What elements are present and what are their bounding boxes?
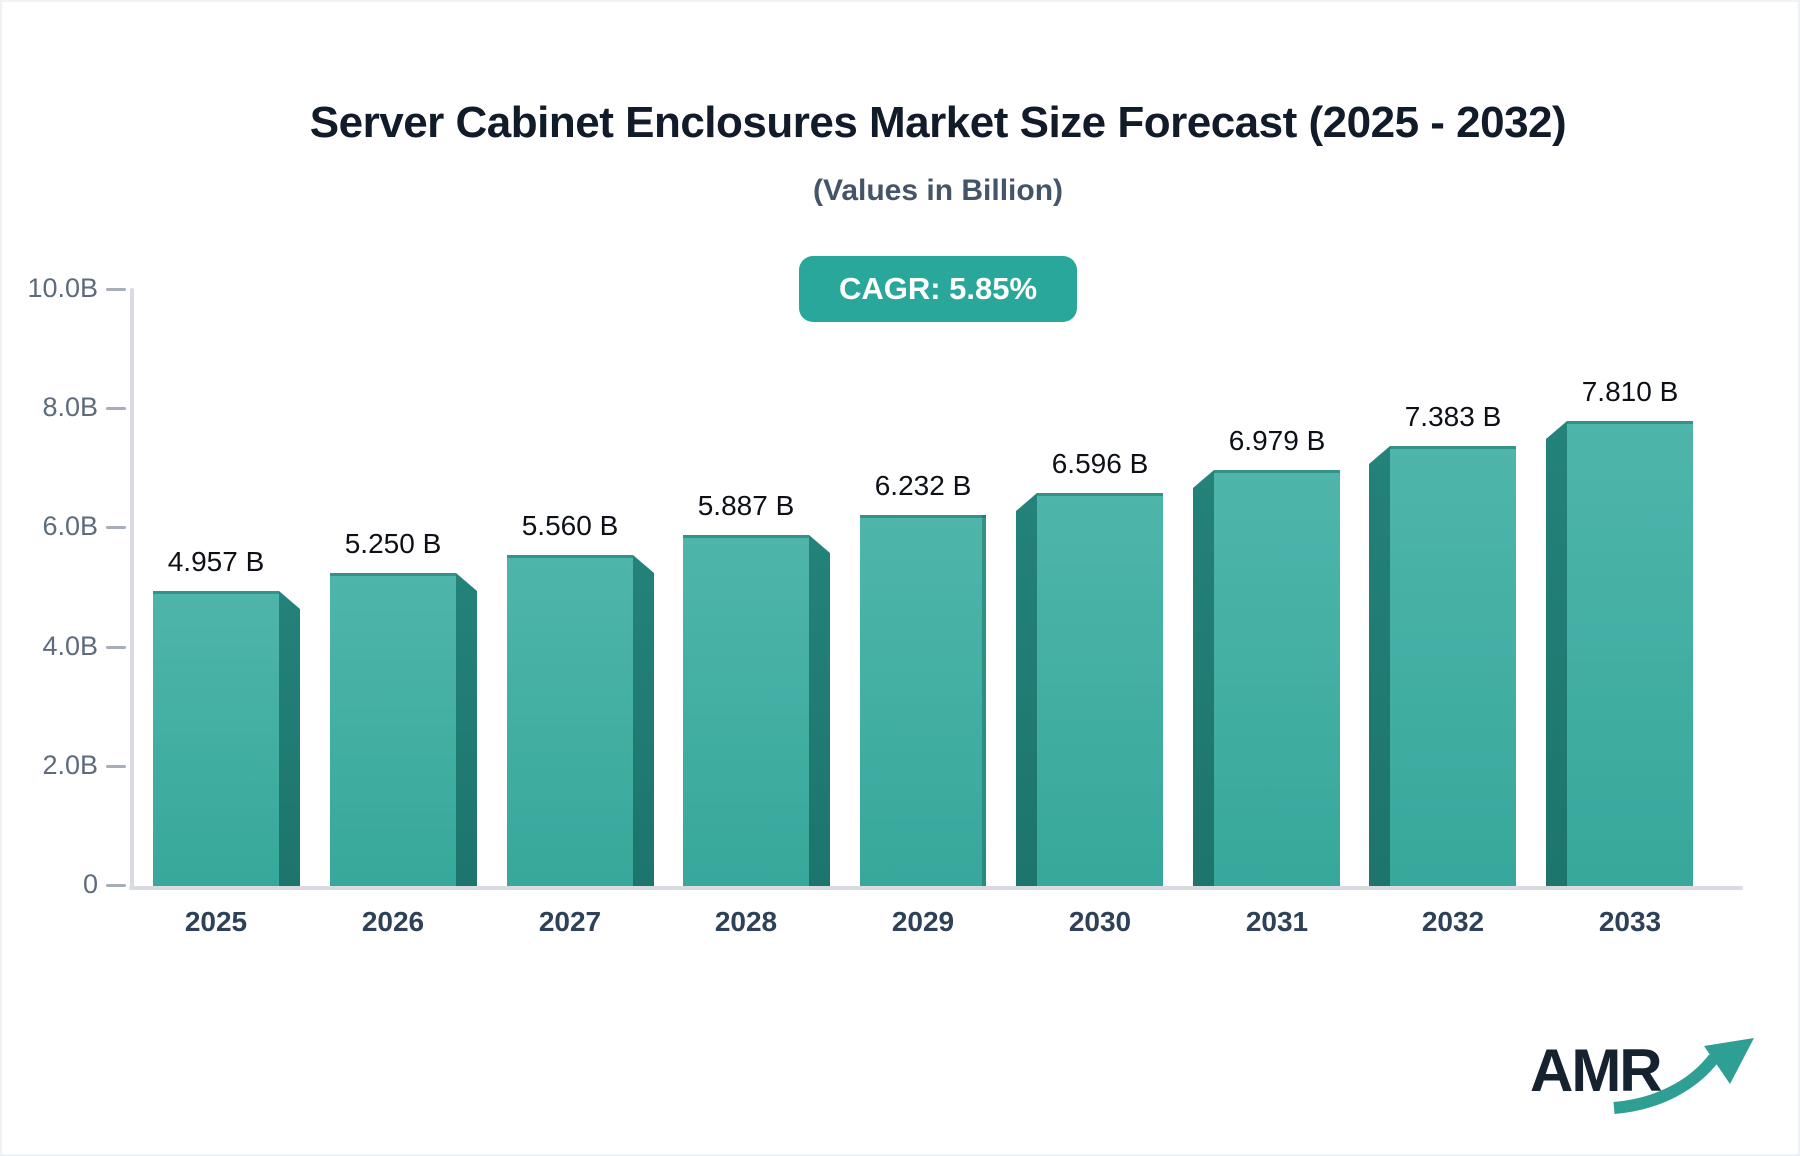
y-tick-label: 0 — [82, 869, 98, 899]
y-tick-label: 2.0B — [42, 749, 98, 780]
bar-side-face — [1369, 446, 1390, 886]
x-tick-label: 2025 — [184, 906, 248, 937]
bar-side-face — [1193, 470, 1214, 886]
bar-side-face — [1546, 421, 1567, 886]
x-tick-label: 2032 — [1421, 906, 1485, 937]
bar-value-label: 4.957 B — [167, 546, 265, 577]
x-tick-label: 2033 — [1598, 906, 1662, 937]
chart-subtitle: (Values in Billion) — [812, 174, 1064, 207]
amr-logo-text: AMR — [1530, 1037, 1663, 1104]
x-tick-label: 2031 — [1245, 906, 1309, 937]
y-tick-label: 10.0B — [27, 273, 98, 303]
y-tick-mark — [106, 764, 126, 768]
bar-value-label: 6.232 B — [874, 470, 972, 501]
y-tick-mark — [106, 884, 126, 887]
bar-side-face — [633, 555, 654, 886]
amr-logo: AMR — [1530, 1036, 1770, 1136]
y-tick-mark — [106, 645, 126, 649]
y-tick-mark — [106, 407, 126, 411]
bar-value-label: 7.383 B — [1404, 401, 1502, 432]
x-axis-line — [129, 886, 1743, 890]
y-axis-line — [130, 288, 134, 888]
bar-side-face — [456, 573, 477, 886]
bar-value-label: 5.250 B — [344, 528, 442, 559]
bar-side-face — [1016, 493, 1037, 886]
bar-2028 — [683, 535, 809, 886]
y-tick-mark — [106, 288, 126, 291]
bar-value-label: 5.887 B — [697, 490, 795, 521]
bar-side-face — [279, 591, 300, 886]
bar-2026 — [330, 573, 456, 886]
chart-title: Server Cabinet Enclosures Market Size Fo… — [309, 98, 1567, 147]
bar-2025 — [153, 591, 279, 886]
growth-arrow-icon — [1613, 1038, 1754, 1114]
bar-2029 — [860, 515, 986, 886]
bar-2030 — [1037, 493, 1163, 886]
bar-2033 — [1567, 421, 1693, 886]
x-tick-label: 2029 — [891, 906, 955, 937]
x-tick-label: 2028 — [714, 906, 778, 937]
cagr-badge-row: CAGR: 5.85% — [132, 256, 1744, 322]
x-tick-label: 2027 — [538, 906, 602, 937]
bar-value-label: 6.596 B — [1051, 448, 1149, 479]
bar-2031 — [1214, 470, 1340, 886]
cagr-badge: CAGR: 5.85% — [798, 256, 1078, 322]
y-tick-label: 6.0B — [42, 511, 98, 542]
bar-side-face — [809, 535, 830, 886]
y-tick-label: 8.0B — [42, 392, 98, 423]
x-tick-label: 2030 — [1068, 906, 1132, 937]
bar-value-label: 6.979 B — [1228, 425, 1326, 456]
y-tick-mark — [106, 526, 126, 530]
bar-2032 — [1390, 446, 1516, 886]
bar-value-label: 5.560 B — [521, 510, 619, 541]
bar-value-label: 7.810 B — [1581, 376, 1679, 407]
bar-2027 — [507, 555, 633, 886]
y-tick-label: 4.0B — [42, 630, 98, 661]
x-tick-label: 2026 — [361, 906, 425, 937]
